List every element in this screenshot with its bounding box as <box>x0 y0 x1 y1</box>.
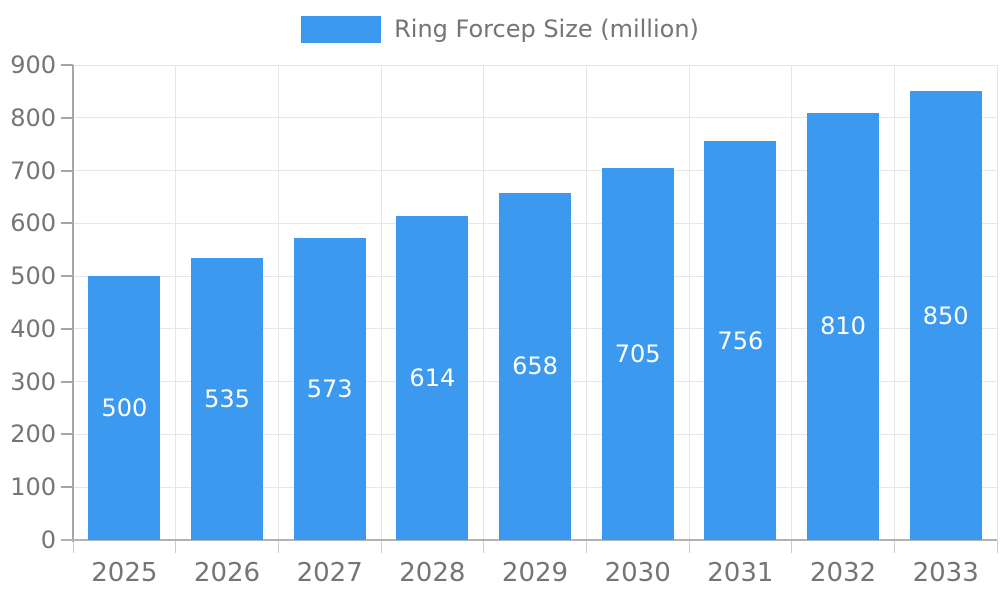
x-tick-label: 2028 <box>399 558 466 588</box>
x-gridline <box>893 65 895 540</box>
y-tick-label: 400 <box>10 314 56 343</box>
x-gridline <box>996 65 998 540</box>
x-gridline <box>277 65 279 540</box>
y-tick-label: 100 <box>10 473 56 502</box>
bar[interactable] <box>191 257 263 540</box>
x-tick <box>175 540 177 553</box>
x-gridline <box>688 65 690 540</box>
x-tick <box>380 540 382 553</box>
bar[interactable] <box>293 237 366 540</box>
y-tick <box>61 169 73 172</box>
y-tick <box>61 222 73 225</box>
bar-value-label: 705 <box>614 339 661 368</box>
x-gridline <box>791 65 793 540</box>
x-tick-label: 2027 <box>296 558 363 588</box>
legend-swatch <box>301 16 382 43</box>
bar-value-label: 756 <box>717 326 764 355</box>
bar-value-label: 810 <box>820 312 866 341</box>
x-axis-line <box>61 539 997 541</box>
y-tick <box>61 275 73 278</box>
x-gridline <box>585 65 587 540</box>
bar[interactable] <box>909 91 982 540</box>
y-tick-label: 200 <box>10 420 56 449</box>
x-tick <box>72 540 74 553</box>
bar[interactable] <box>807 112 879 540</box>
x-tick <box>277 540 279 553</box>
legend-label: Ring Forcep Size (million) <box>394 15 699 43</box>
x-tick <box>996 540 998 553</box>
bar-value-label: 573 <box>306 374 353 403</box>
x-gridline <box>483 65 485 540</box>
bar[interactable] <box>499 192 571 540</box>
x-tick-label: 2029 <box>501 558 569 588</box>
y-gridline <box>73 117 997 119</box>
x-tick-label: 2033 <box>912 558 979 588</box>
x-gridline <box>380 65 382 540</box>
x-tick <box>585 540 587 553</box>
y-tick <box>61 64 73 66</box>
y-tick <box>61 433 73 436</box>
x-tick-label: 2031 <box>707 558 774 588</box>
bar[interactable] <box>704 141 777 540</box>
y-tick-label: 500 <box>10 262 56 291</box>
y-tick <box>61 327 73 330</box>
x-tick-label: 2032 <box>809 558 877 588</box>
y-tick-label: 900 <box>10 51 56 79</box>
bar[interactable] <box>601 167 674 540</box>
x-tick-label: 2025 <box>91 558 158 588</box>
y-tick-label: 0 <box>40 526 56 554</box>
bar-value-label: 614 <box>409 363 456 392</box>
x-tick-label: 2030 <box>604 558 671 588</box>
y-tick <box>61 380 73 383</box>
y-gridline <box>73 64 997 66</box>
y-axis-line <box>72 65 74 542</box>
y-tick-label: 800 <box>10 103 56 132</box>
y-gridline <box>73 170 997 172</box>
x-tick <box>483 540 485 553</box>
y-tick-label: 600 <box>10 209 56 238</box>
bar-value-label: 500 <box>101 394 148 423</box>
y-tick <box>61 116 73 119</box>
bar-value-label: 658 <box>512 352 558 381</box>
x-tick <box>791 540 793 553</box>
bar[interactable] <box>396 215 469 540</box>
y-tick-label: 300 <box>10 367 56 396</box>
y-tick <box>61 486 73 489</box>
bar[interactable] <box>88 276 161 540</box>
y-tick-label: 700 <box>10 156 56 185</box>
x-tick <box>688 540 690 553</box>
bar-value-label: 535 <box>204 384 250 413</box>
legend[interactable]: Ring Forcep Size (million) <box>0 16 1000 43</box>
x-gridline <box>175 65 177 540</box>
bar-value-label: 850 <box>922 301 969 330</box>
x-tick-label: 2026 <box>193 558 261 588</box>
x-tick <box>893 540 895 553</box>
